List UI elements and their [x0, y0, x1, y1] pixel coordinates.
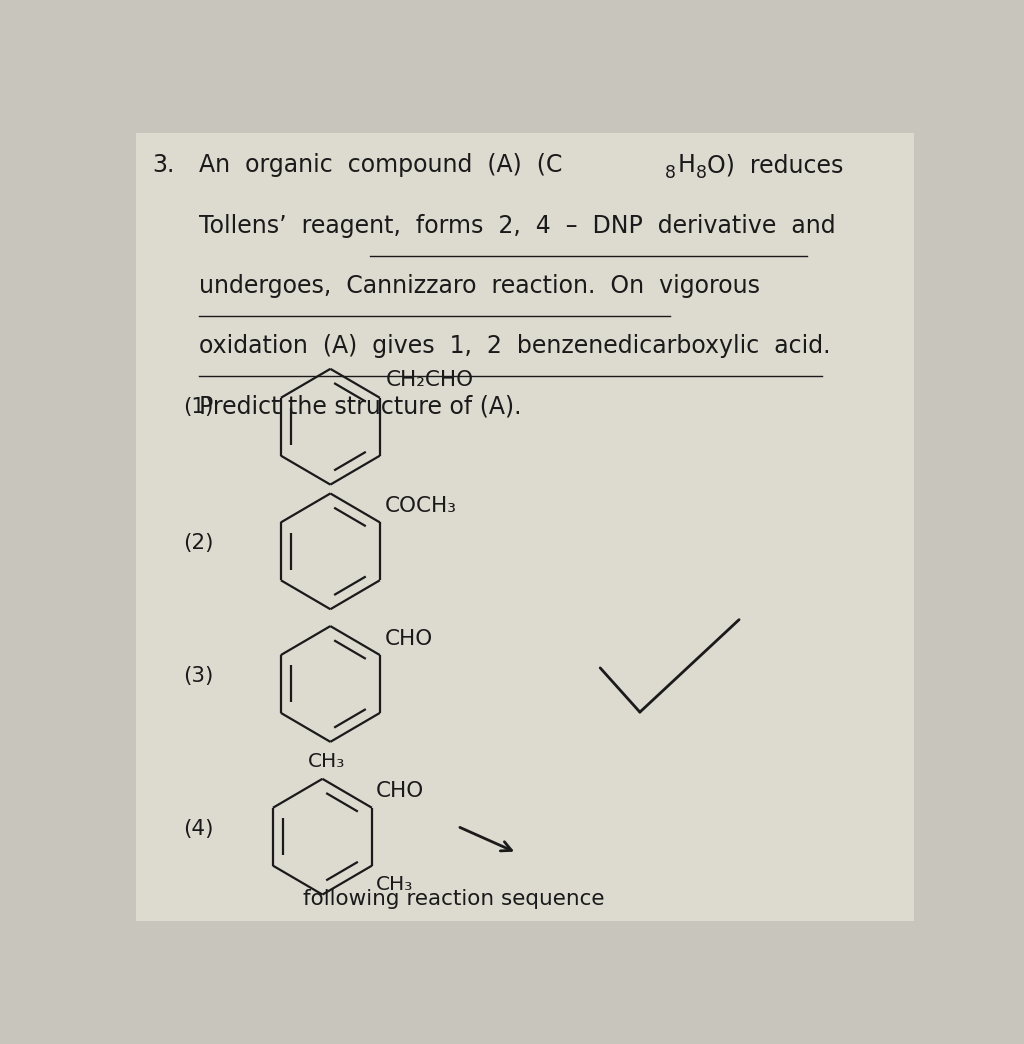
- Text: 3.: 3.: [152, 153, 174, 177]
- Text: Tollens’  reagent,  forms  2,  4  –  DNP  derivative  and: Tollens’ reagent, forms 2, 4 – DNP deriv…: [200, 214, 836, 238]
- Text: An  organic  compound  (A)  (C: An organic compound (A) (C: [200, 153, 563, 177]
- Text: 8: 8: [665, 164, 676, 182]
- Text: undergoes,  Cannizzaro  reaction.  On  vigorous: undergoes, Cannizzaro reaction. On vigor…: [200, 274, 761, 298]
- Text: oxidation  (A)  gives  1,  2  benzenedicarboxylic  acid.: oxidation (A) gives 1, 2 benzenedicarbox…: [200, 334, 830, 358]
- Text: following reaction sequence: following reaction sequence: [303, 889, 604, 909]
- Text: (2): (2): [183, 533, 214, 553]
- Text: CHO: CHO: [376, 781, 424, 802]
- Text: Predict the structure of (A).: Predict the structure of (A).: [200, 395, 522, 419]
- Text: CHO: CHO: [385, 628, 433, 648]
- Text: COCH₃: COCH₃: [385, 496, 457, 516]
- Text: 8: 8: [695, 164, 707, 182]
- Text: (3): (3): [183, 666, 214, 686]
- Text: (1): (1): [183, 397, 214, 417]
- Text: CH₃: CH₃: [376, 875, 414, 895]
- Text: CH₂CHO: CH₂CHO: [386, 370, 474, 389]
- Text: O)  reduces: O) reduces: [708, 153, 844, 177]
- Text: CH₃: CH₃: [308, 752, 345, 770]
- Text: (4): (4): [183, 818, 214, 838]
- Text: H: H: [678, 153, 696, 177]
